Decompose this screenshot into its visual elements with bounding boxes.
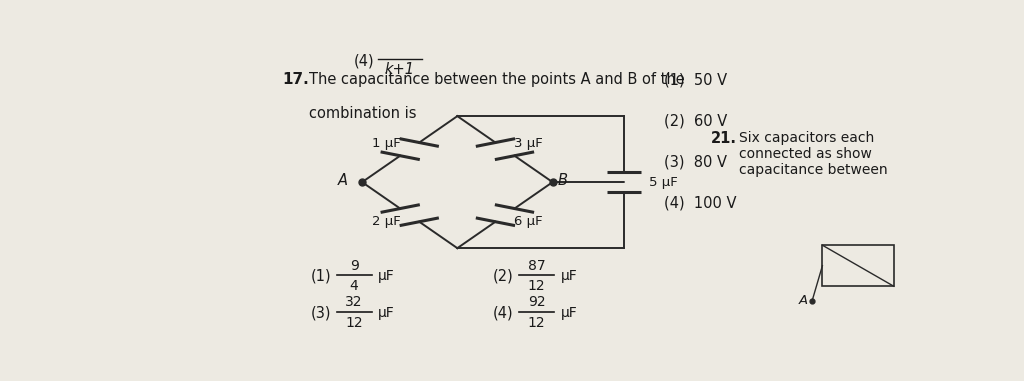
Text: 3 μF: 3 μF — [514, 137, 543, 150]
Text: μF: μF — [560, 306, 578, 320]
Text: μF: μF — [378, 269, 394, 283]
Text: 4: 4 — [350, 279, 358, 293]
Text: (4): (4) — [494, 305, 514, 320]
Text: 5 μF: 5 μF — [649, 176, 678, 189]
Text: 92: 92 — [528, 295, 546, 309]
Text: A: A — [799, 295, 808, 307]
Text: 17.: 17. — [283, 72, 309, 87]
Bar — [822, 245, 894, 286]
Text: 32: 32 — [345, 295, 362, 309]
Text: (3)  80 V: (3) 80 V — [664, 154, 727, 169]
Text: μF: μF — [560, 269, 578, 283]
Text: (2)  60 V: (2) 60 V — [664, 113, 727, 128]
Text: (1): (1) — [310, 269, 331, 283]
Text: (3): (3) — [310, 305, 331, 320]
Text: (4): (4) — [353, 53, 374, 68]
Text: 12: 12 — [528, 279, 546, 293]
Text: μF: μF — [378, 306, 394, 320]
Text: A: A — [338, 173, 348, 188]
Text: 2 μF: 2 μF — [372, 215, 400, 227]
Text: 12: 12 — [528, 316, 546, 330]
Text: 87: 87 — [528, 259, 546, 273]
Text: 12: 12 — [345, 316, 362, 330]
Text: The capacitance between the points A and B of the: The capacitance between the points A and… — [309, 72, 685, 87]
Text: 1 μF: 1 μF — [372, 137, 400, 150]
Text: (2): (2) — [494, 269, 514, 283]
Text: 21.: 21. — [712, 131, 737, 146]
Text: 9: 9 — [350, 259, 358, 273]
Text: combination is: combination is — [309, 106, 417, 121]
Text: k+1: k+1 — [384, 62, 415, 77]
Text: (1)  50 V: (1) 50 V — [664, 72, 727, 87]
Text: B: B — [557, 173, 567, 188]
Text: 6 μF: 6 μF — [514, 215, 543, 227]
Text: (4)  100 V: (4) 100 V — [664, 195, 736, 210]
Text: Six capacitors each
connected as show
capacitance between: Six capacitors each connected as show ca… — [739, 131, 888, 177]
